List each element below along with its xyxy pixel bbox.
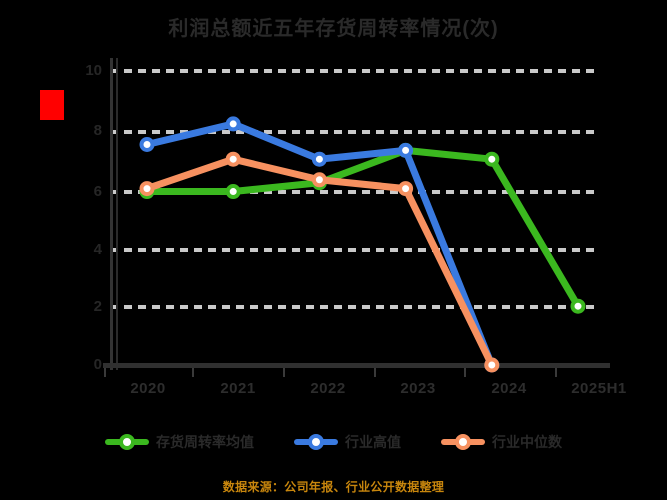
x-tick-0	[104, 368, 106, 377]
x-tick-label-2023: 2023	[400, 380, 436, 397]
gridline-6	[110, 190, 600, 194]
x-axis-line	[103, 363, 610, 368]
x-tick-label-2024: 2024	[491, 380, 527, 397]
source-note: 数据来源：公司年报、行业公开数据整理	[222, 480, 445, 494]
red-highlight-block	[40, 90, 64, 120]
legend-label-green: 存货周转率均值	[156, 434, 254, 450]
legend-marker-green-icon	[105, 434, 149, 450]
chart-title: 利润总额近五年存货周转率情况(次)	[168, 18, 499, 40]
chart-legend: 存货周转率均值 行业高值 行业中位数	[0, 432, 667, 452]
x-tick-5	[555, 368, 557, 377]
x-tick-4	[464, 368, 466, 377]
y-tick-label-8: 8	[93, 122, 102, 139]
series-orange	[139, 151, 500, 373]
y-tick-label-4: 4	[93, 241, 102, 258]
legend-item-blue[interactable]: 行业高值	[294, 432, 401, 452]
gridline-10	[110, 69, 600, 73]
gridline-2	[110, 305, 600, 309]
x-tick-3	[374, 368, 376, 377]
y-tick-label-2: 2	[93, 298, 102, 315]
x-tick-label-2022: 2022	[310, 380, 346, 397]
legend-label-blue: 行业高值	[345, 434, 401, 450]
x-tick-2	[283, 368, 285, 377]
x-tick-label-2025H1: 2025H1	[571, 380, 627, 397]
legend-item-green[interactable]: 存货周转率均值	[105, 432, 254, 452]
plot-area	[110, 60, 600, 370]
y-tick-label-10: 10	[85, 62, 102, 79]
y-tick-label-0: 0	[93, 356, 102, 373]
y-axis-line	[110, 58, 113, 370]
legend-marker-blue-icon	[294, 434, 338, 450]
legend-marker-orange-icon	[441, 434, 485, 450]
legend-label-orange: 行业中位数	[492, 434, 562, 450]
x-tick-1	[192, 368, 194, 377]
gridline-4	[110, 248, 600, 252]
x-tick-label-2020: 2020	[130, 380, 166, 397]
y-tick-label-6: 6	[93, 183, 102, 200]
y-axis-line-inner	[116, 58, 118, 370]
x-tick-label-2021: 2021	[220, 380, 256, 397]
legend-item-orange[interactable]: 行业中位数	[441, 432, 562, 452]
gridline-8	[110, 130, 600, 134]
